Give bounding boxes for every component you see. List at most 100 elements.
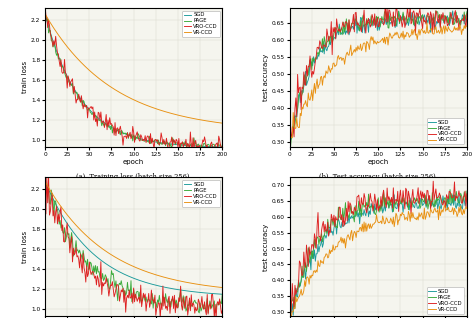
PAGE	[451, 23, 456, 26]
SGD	[287, 127, 292, 131]
VR-CCD	[204, 284, 210, 287]
VRO-CCD	[107, 288, 112, 292]
PAGE	[205, 311, 211, 315]
VRO-CCD	[352, 30, 357, 34]
SGD	[138, 137, 144, 141]
VRO-CCD	[213, 317, 219, 318]
PAGE	[352, 220, 357, 224]
Line: SGD: SGD	[290, 11, 467, 141]
VRO-CCD	[304, 243, 310, 247]
SGD	[219, 145, 225, 149]
PAGE	[219, 146, 225, 150]
Line: VR-CCD: VR-CCD	[45, 14, 222, 123]
SGD	[383, 209, 388, 213]
PAGE	[450, 201, 456, 205]
VRO-CCD	[107, 116, 112, 120]
VR-CCD	[383, 221, 388, 225]
SGD	[288, 139, 293, 142]
PAGE	[464, 189, 470, 193]
SGD	[219, 292, 225, 296]
VR-CCD	[117, 258, 122, 261]
Line: VRO-CCD: VRO-CCD	[290, 0, 467, 145]
VR-CCD	[107, 84, 112, 88]
Line: PAGE: PAGE	[290, 10, 467, 148]
X-axis label: epoch: epoch	[123, 159, 144, 165]
VRO-CCD	[464, 192, 470, 196]
VR-CCD	[303, 285, 309, 288]
SGD	[392, 193, 397, 197]
PAGE	[352, 17, 358, 21]
PAGE	[219, 292, 225, 296]
VR-CCD	[464, 207, 470, 211]
Legend: SGD, PAGE, VRO-CCD, VR-CCD: SGD, PAGE, VRO-CCD, VR-CCD	[427, 287, 464, 314]
VRO-CCD	[42, 3, 48, 7]
PAGE	[42, 14, 48, 18]
VR-CCD	[424, 21, 430, 25]
SGD	[361, 208, 367, 211]
PAGE	[362, 23, 368, 27]
PAGE	[138, 299, 144, 303]
SGD	[43, 182, 49, 185]
VR-CCD	[43, 181, 49, 185]
PAGE	[303, 263, 309, 266]
VRO-CCD	[288, 316, 293, 318]
SGD	[43, 15, 49, 19]
VRO-CCD	[138, 133, 144, 137]
PAGE	[43, 185, 49, 189]
SGD	[352, 24, 358, 28]
VRO-CCD	[117, 299, 122, 303]
PAGE	[117, 131, 122, 135]
VRO-CCD	[58, 58, 64, 62]
SGD	[304, 83, 310, 87]
VRO-CCD	[204, 293, 210, 296]
PAGE	[42, 184, 48, 188]
VRO-CCD	[289, 304, 294, 308]
Legend: SGD, PAGE, VRO-CCD, VR-CCD: SGD, PAGE, VRO-CCD, VR-CCD	[427, 118, 464, 144]
Y-axis label: train loss: train loss	[22, 61, 28, 93]
PAGE	[288, 312, 293, 316]
VR-CCD	[138, 268, 144, 272]
VR-CCD	[219, 286, 225, 289]
VR-CCD	[383, 42, 388, 46]
Line: VR-CCD: VR-CCD	[45, 182, 222, 287]
SGD	[352, 214, 357, 218]
SGD	[138, 279, 144, 283]
PAGE	[194, 147, 200, 151]
PAGE	[304, 75, 310, 79]
SGD	[464, 17, 470, 21]
VR-CCD	[117, 90, 122, 94]
Line: VR-CCD: VR-CCD	[290, 23, 467, 148]
VRO-CCD	[430, 179, 436, 183]
Y-axis label: test accuracy: test accuracy	[263, 54, 269, 101]
VR-CCD	[42, 12, 48, 16]
PAGE	[383, 196, 388, 200]
SGD	[288, 311, 293, 315]
VRO-CCD	[287, 311, 292, 315]
PAGE	[58, 64, 64, 68]
VRO-CCD	[42, 168, 48, 172]
VRO-CCD	[383, 205, 389, 209]
PAGE	[117, 281, 122, 285]
PAGE	[288, 146, 293, 149]
Line: VRO-CCD: VRO-CCD	[45, 5, 222, 154]
VRO-CCD	[303, 83, 309, 87]
PAGE	[196, 311, 202, 315]
VR-CCD	[219, 121, 225, 125]
Legend: SGD, PAGE, VRO-CCD, VR-CCD: SGD, PAGE, VRO-CCD, VR-CCD	[182, 10, 219, 37]
VR-CCD	[107, 252, 112, 256]
PAGE	[464, 10, 470, 14]
VR-CCD	[288, 136, 293, 140]
SGD	[107, 124, 112, 128]
PAGE	[361, 205, 367, 209]
Line: VR-CCD: VR-CCD	[290, 205, 467, 318]
VRO-CCD	[287, 143, 292, 147]
VR-CCD	[303, 99, 309, 102]
VR-CCD	[361, 220, 367, 224]
VR-CCD	[204, 119, 210, 123]
SGD	[42, 180, 48, 183]
PAGE	[58, 226, 64, 230]
Line: PAGE: PAGE	[290, 190, 467, 318]
VRO-CCD	[204, 143, 210, 147]
Line: PAGE: PAGE	[45, 16, 222, 149]
SGD	[58, 60, 64, 64]
